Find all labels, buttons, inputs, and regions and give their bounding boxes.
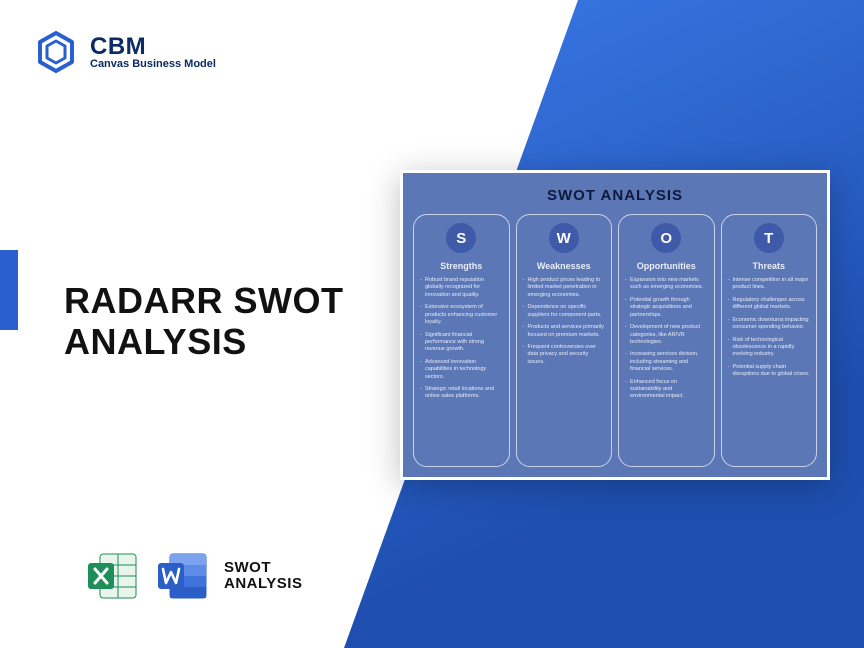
swot-item: Frequent controversies over data privacy… [523,344,606,366]
swot-item: Products and services primarily focused … [523,324,606,339]
swot-item: Robust brand reputation globally recogni… [420,277,503,299]
swot-item-list: Expansion into new markets such as emerg… [625,277,708,406]
swot-column-heading: Weaknesses [537,261,591,271]
swot-item: Extensive ecosystem of products enhancin… [420,304,503,326]
swot-item: Advanced innovation capabilities in tech… [420,359,503,381]
swot-letter-circle: O [651,223,681,253]
swot-item-list: High product prices leading to limited m… [523,277,606,371]
swot-letter-circle: W [549,223,579,253]
swot-item: Economic downturns impacting consumer sp… [728,317,811,332]
cbm-logo-icon [34,30,78,74]
swot-item: Regulatory challenges across different g… [728,297,811,312]
accent-bar [0,250,18,330]
swot-card-title: SWOT ANALYSIS [413,187,817,204]
swot-item-list: Intense competition in all major product… [728,277,811,384]
brand-title: CBM [90,34,216,59]
swot-item: Increasing services division, including … [625,351,708,373]
swot-column-heading: Strengths [440,261,482,271]
swot-column-heading: Opportunities [637,261,696,271]
page-title: RADARR SWOT ANALYSIS [64,280,343,363]
swot-column-w: W Weaknesses High product prices leading t… [516,214,613,467]
headline-line-2: ANALYSIS [64,321,343,362]
word-file-icon [154,548,210,604]
swot-letter-circle: S [446,223,476,253]
swot-item: Potential growth through strategic acqui… [625,297,708,319]
swot-item: Intense competition in all major product… [728,277,811,292]
headline-line-1: RADARR SWOT [64,280,343,321]
swot-column-t: T Threats Intense competition in all major… [721,214,818,467]
file-label-line-1: SWOT [224,560,302,577]
swot-item: Risk of technological obsolescence in a … [728,337,811,359]
swot-letter-circle: T [754,223,784,253]
swot-column-heading: Threats [752,261,785,271]
swot-item-list: Robust brand reputation globally recogni… [420,277,503,406]
swot-item: Dependence on specific suppliers for com… [523,304,606,319]
brand-subtitle: Canvas Business Model [90,59,216,71]
swot-item: High product prices leading to limited m… [523,277,606,299]
swot-columns: S Strengths Robust brand reputation global… [413,214,817,467]
file-label: SWOT ANALYSIS [224,560,302,593]
swot-card: SWOT ANALYSIS S Strengths Robust brand rep… [400,170,830,480]
excel-file-icon [84,548,140,604]
swot-item: Development of new product categories, l… [625,324,708,346]
swot-item: Expansion into new markets such as emerg… [625,277,708,292]
swot-column-o: O Opportunities Expansion into new markets… [618,214,715,467]
file-icons-row: SWOT ANALYSIS [84,548,302,604]
brand-block: CBM Canvas Business Model [34,30,216,74]
swot-item: Significant financial performance with s… [420,332,503,354]
swot-column-s: S Strengths Robust brand reputation global… [413,214,510,467]
swot-item: Potential supply chain disruptions due t… [728,364,811,379]
swot-item: Strategic retail locations and online sa… [420,386,503,401]
file-label-line-2: ANALYSIS [224,576,302,593]
swot-item: Enhanced focus on sustainability and env… [625,379,708,401]
